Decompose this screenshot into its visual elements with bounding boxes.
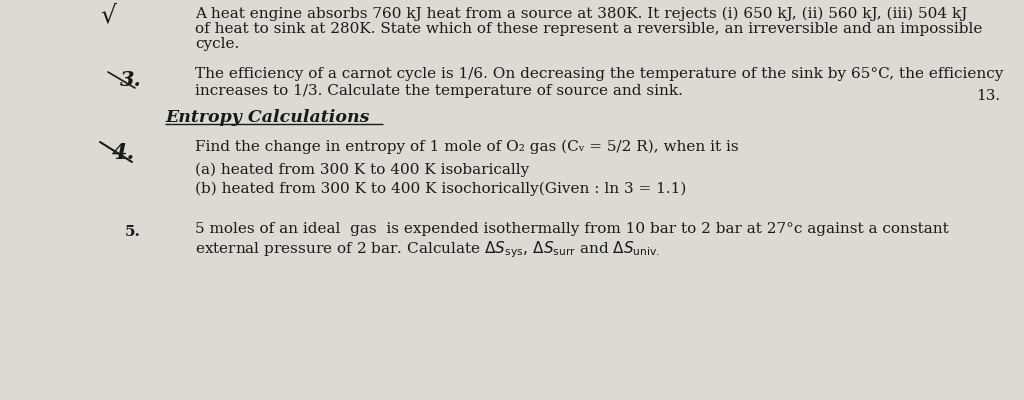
Text: cycle.: cycle. xyxy=(195,37,240,51)
Text: A heat engine absorbs 760 kJ heat from a source at 380K. It rejects (i) 650 kJ, : A heat engine absorbs 760 kJ heat from a… xyxy=(195,7,968,21)
Text: 3.: 3. xyxy=(120,70,141,90)
Text: increases to 1/3. Calculate the temperature of source and sink.: increases to 1/3. Calculate the temperat… xyxy=(195,84,683,98)
Text: √: √ xyxy=(100,4,116,27)
Text: external pressure of 2 bar. Calculate $\Delta S_{\mathrm{sys}},\,\Delta S_{\math: external pressure of 2 bar. Calculate $\… xyxy=(195,239,659,260)
Text: 4.: 4. xyxy=(112,142,135,164)
Text: Find the change in entropy of 1 mole of O₂ gas (Cᵥ = 5/2 R), when it is: Find the change in entropy of 1 mole of … xyxy=(195,140,738,154)
Text: Entropy Calculations: Entropy Calculations xyxy=(165,109,370,126)
Text: The efficiency of a carnot cycle is 1/6. On decreasing the temperature of the si: The efficiency of a carnot cycle is 1/6.… xyxy=(195,67,1004,81)
Text: 5 moles of an ideal  gas  is expended isothermally from 10 bar to 2 bar at 27°c : 5 moles of an ideal gas is expended isot… xyxy=(195,222,949,236)
Text: (b) heated from 300 K to 400 K isochorically(Given : ln 3 = 1.1): (b) heated from 300 K to 400 K isochoric… xyxy=(195,182,686,196)
Text: 13.: 13. xyxy=(976,89,1000,103)
Text: of heat to sink at 280K. State which of these represent a reversible, an irrever: of heat to sink at 280K. State which of … xyxy=(195,22,982,36)
Text: (a) heated from 300 K to 400 K isobarically: (a) heated from 300 K to 400 K isobarica… xyxy=(195,163,529,177)
Text: 5.: 5. xyxy=(125,225,141,239)
